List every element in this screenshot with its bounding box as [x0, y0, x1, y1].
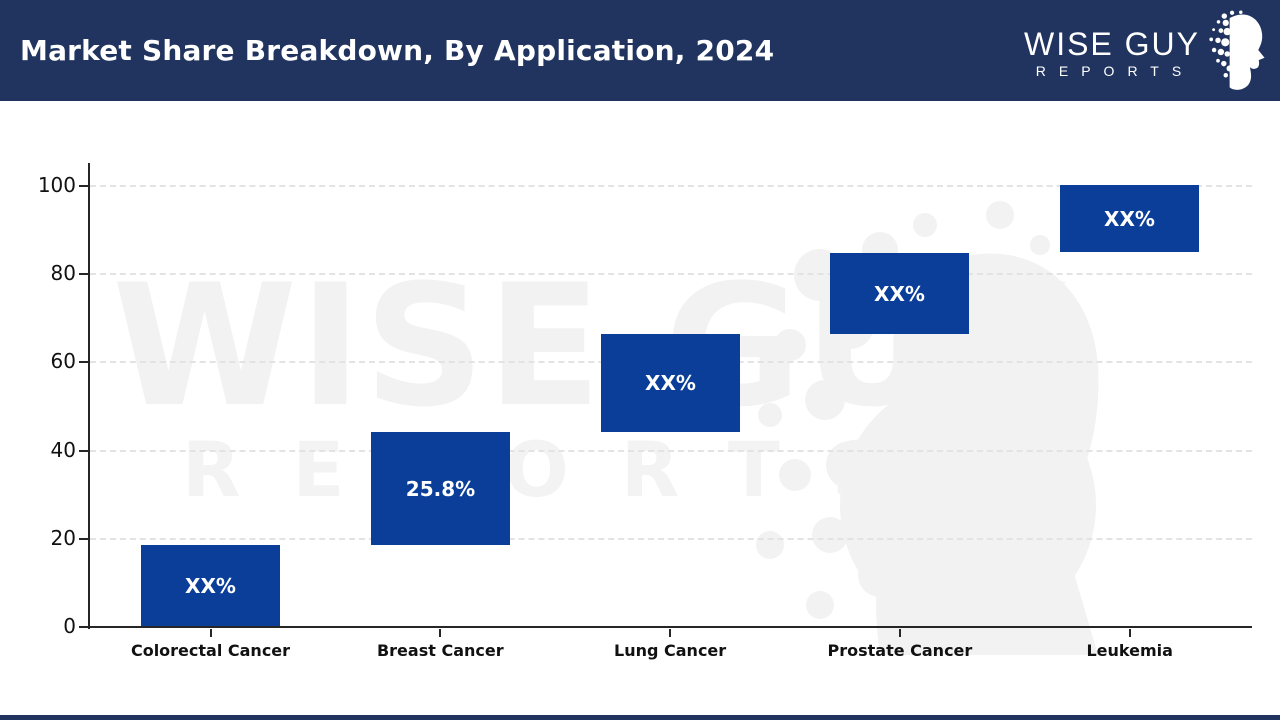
x-axis-tick	[1128, 629, 1131, 637]
y-axis-tick	[79, 361, 88, 364]
gridline	[90, 537, 1252, 540]
y-axis-tick-label: 80	[50, 261, 76, 286]
y-axis-tick	[79, 537, 88, 540]
bar-leukemia: XX%	[1060, 185, 1199, 253]
bar-lung-cancer: XX%	[601, 333, 740, 432]
y-axis-tick	[79, 185, 88, 187]
y-axis-line	[88, 163, 90, 629]
bar-breast-cancer: 25.8%	[371, 431, 510, 546]
y-axis-tick	[79, 273, 88, 276]
footer-strip	[0, 715, 1280, 720]
gridline	[90, 273, 1252, 276]
y-axis-tick-label: 40	[50, 437, 76, 462]
x-axis-label: Lung Cancer	[614, 641, 727, 660]
x-axis-label: Colorectal Cancer	[130, 641, 291, 660]
logo-face-icon	[1209, 9, 1265, 90]
y-axis-tick-label: 60	[50, 349, 76, 374]
x-axis-label: Prostate Cancer	[827, 641, 973, 660]
logo-wordmark: WISE GUY	[1023, 25, 1200, 62]
bar-value-label: 25.8%	[405, 476, 476, 501]
x-axis-line	[88, 626, 1252, 628]
gridline	[90, 185, 1252, 187]
y-axis-tick	[79, 626, 88, 628]
x-axis-tick	[439, 629, 442, 637]
y-axis-tick-label: 20	[50, 525, 76, 550]
x-axis-label: Breast Cancer	[376, 641, 504, 660]
y-axis-tick-label: 100	[37, 173, 76, 197]
bar-prostate-cancer: XX%	[830, 253, 969, 334]
logo-text: WISE GUY REPORTS	[1023, 25, 1200, 80]
page-title: Market Share Breakdown, By Application, …	[20, 34, 775, 67]
watermark-text-reports: REPORTS	[182, 425, 939, 514]
x-axis-tick	[898, 629, 901, 637]
bar-value-label: XX%	[874, 281, 925, 306]
y-axis-tick-label: 0	[63, 614, 76, 638]
header: Market Share Breakdown, By Application, …	[0, 0, 1280, 101]
wise-guy-logo: WISE GUY REPORTS	[1024, 9, 1266, 93]
x-axis-tick	[669, 629, 672, 637]
logo-subtitle: REPORTS	[1035, 63, 1195, 80]
bar-value-label: XX%	[645, 370, 696, 395]
gridline	[90, 449, 1252, 452]
bar-value-label: XX%	[1104, 206, 1155, 231]
bar-value-label: XX%	[185, 574, 236, 599]
y-axis-tick	[79, 449, 88, 452]
x-axis-tick	[209, 629, 212, 637]
bar-colorectal-cancer: XX%	[141, 545, 280, 627]
x-axis-label: Leukemia	[1086, 641, 1173, 660]
